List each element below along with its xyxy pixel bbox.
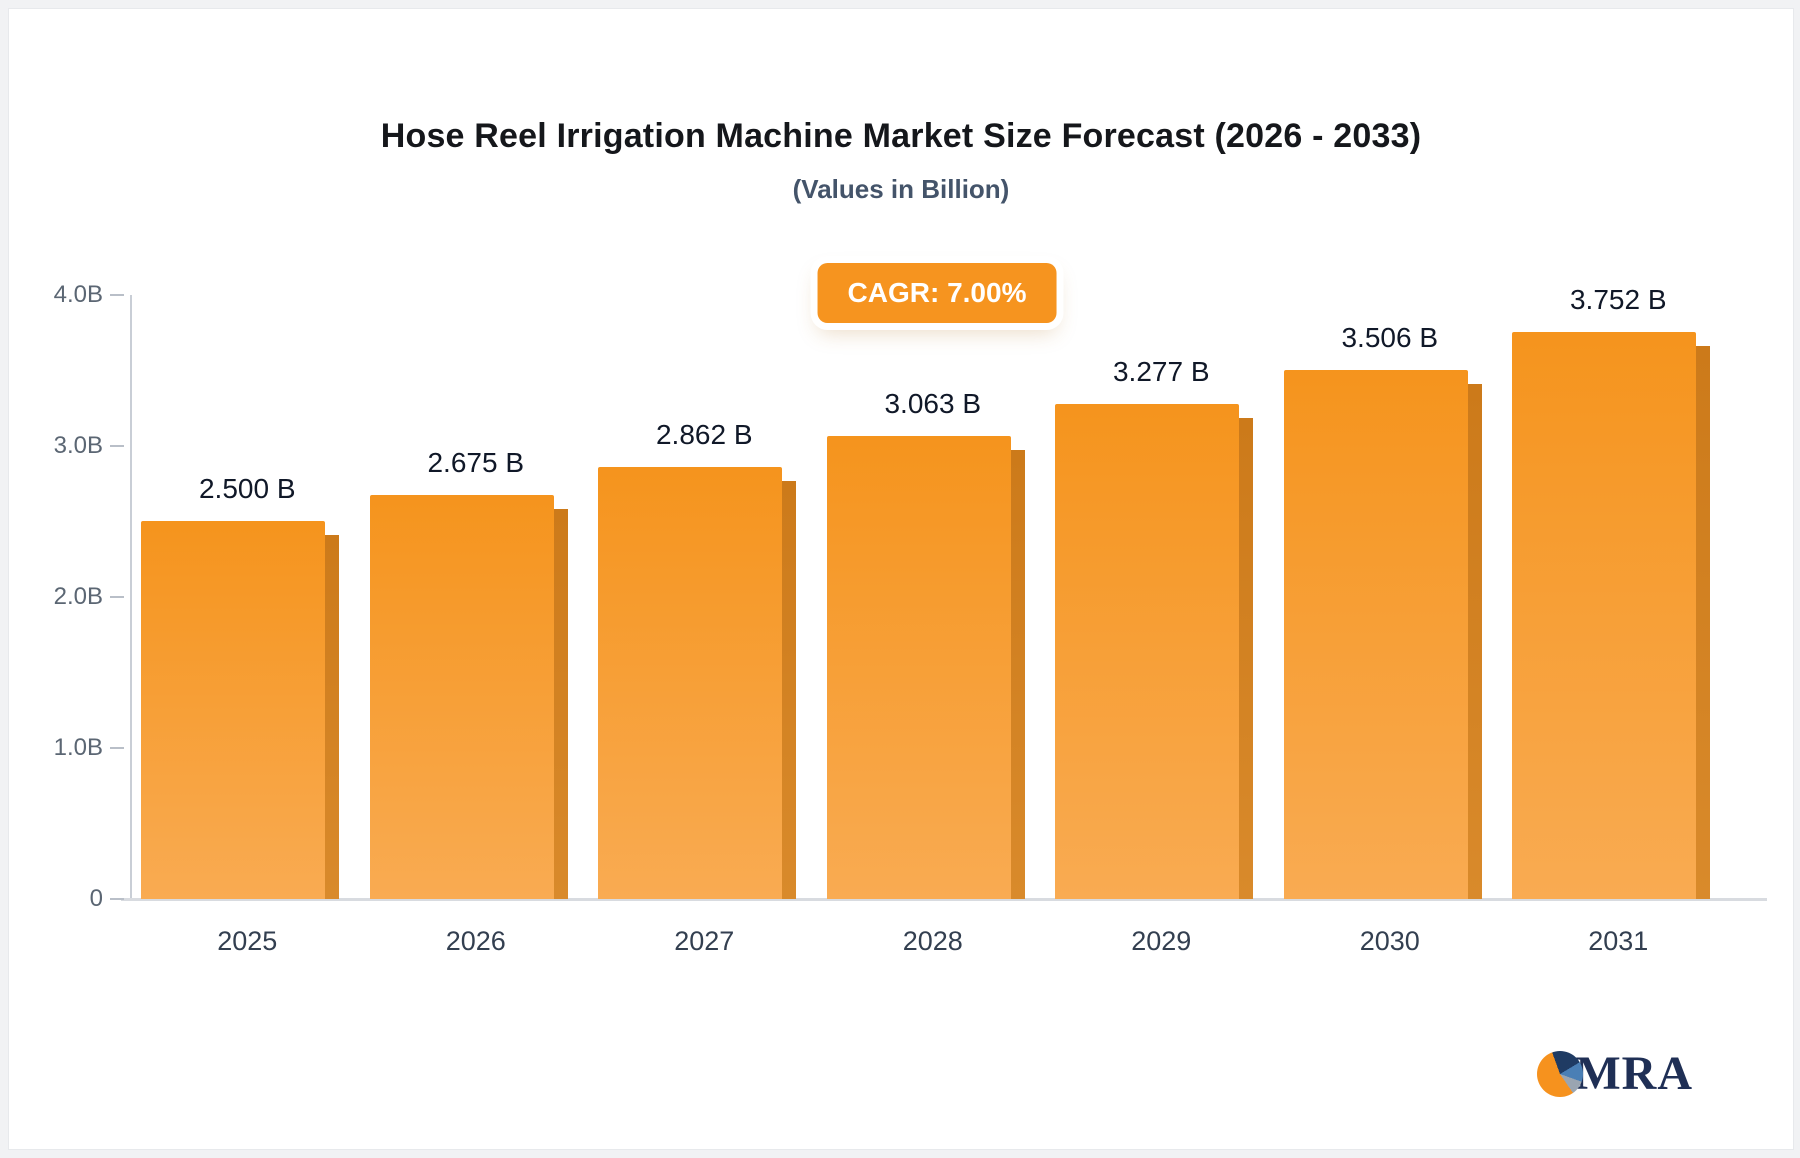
bar-side-shade [782, 481, 797, 899]
bar [141, 521, 340, 899]
x-axis-label: 2026 [445, 926, 506, 956]
bar [1283, 370, 1482, 899]
chart-canvas: Hose Reel Irrigation Machine Market Size… [8, 8, 1794, 1150]
bar-side-shade [325, 535, 340, 899]
cagr-badge: CAGR: 7.00% [817, 263, 1057, 323]
chart-subtitle: (Values in Billion) [792, 174, 1010, 204]
bar-side-shade [1239, 418, 1254, 899]
brand-logo: MRA [1537, 1046, 1693, 1101]
logo-text: MRA [1575, 1047, 1693, 1100]
x-axis-label: 2031 [1588, 926, 1649, 956]
bar-value-label: 3.063 B [884, 388, 982, 419]
pie-logo-icon [1537, 1050, 1584, 1097]
y-tick-mark [110, 596, 124, 598]
y-tick-mark [110, 898, 124, 900]
bar-value-label: 3.277 B [1112, 356, 1210, 387]
bar-side-shade [1010, 450, 1025, 899]
x-axis-label: 2029 [1131, 926, 1192, 956]
bar-side-shade [1696, 346, 1711, 899]
x-axis-line [121, 898, 1767, 901]
bar-side-shade [1467, 384, 1482, 899]
y-tick-label: 4.0B [53, 281, 103, 308]
x-axis-label: 2027 [674, 926, 735, 956]
bar-value-label: 3.506 B [1341, 322, 1439, 353]
y-tick-mark [110, 747, 124, 749]
y-tick-label: 2.0B [53, 583, 103, 610]
x-axis-label: 2025 [217, 926, 278, 956]
x-axis-label: 2030 [1359, 926, 1420, 956]
bar-value-label: 2.862 B [655, 419, 753, 450]
x-axis-label: 2028 [902, 926, 963, 956]
y-tick-label: 3.0B [53, 432, 103, 459]
y-tick-mark [110, 294, 124, 296]
bar [598, 467, 797, 899]
bar-value-label: 3.752 B [1569, 284, 1667, 315]
bar [1055, 404, 1254, 899]
cagr-badge-label: CAGR: 7.00% [847, 277, 1027, 308]
y-tick-label: 1.0B [53, 734, 103, 761]
bar [1512, 332, 1711, 899]
bar [826, 436, 1025, 899]
bar [369, 495, 568, 899]
y-tick-label: 0 [89, 885, 103, 912]
y-axis-line [130, 295, 132, 899]
chart-title: Hose Reel Irrigation Machine Market Size… [380, 117, 1422, 155]
bar-value-label: 2.675 B [427, 447, 525, 478]
bar-value-label: 2.500 B [198, 473, 296, 504]
bar-side-shade [553, 509, 568, 899]
y-tick-mark [110, 445, 124, 447]
